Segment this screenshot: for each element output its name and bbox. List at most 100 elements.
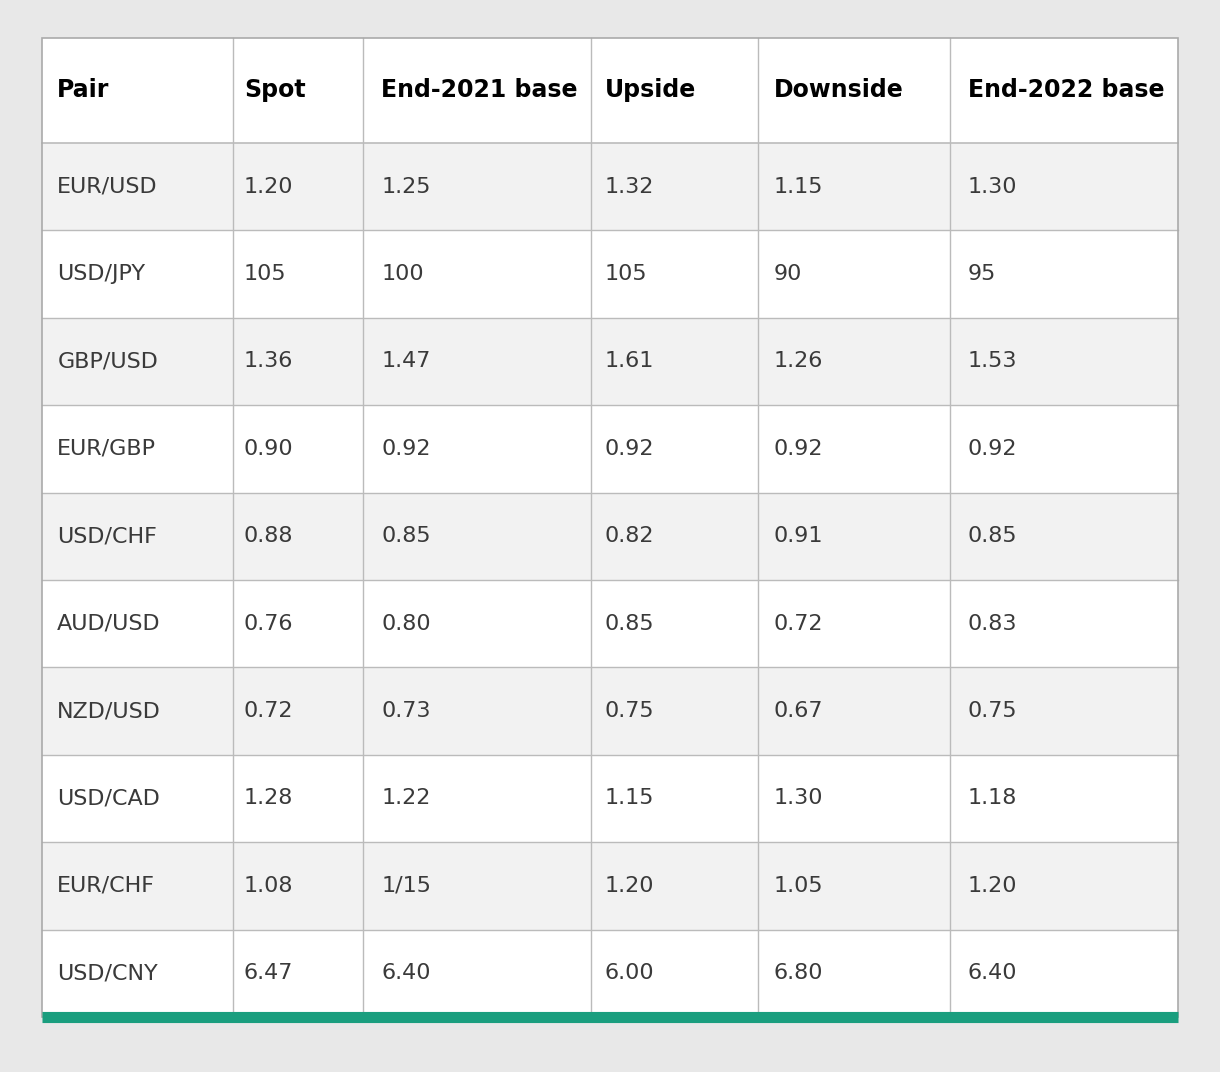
Bar [949, 580, 1179, 668]
Text: 0.83: 0.83 [967, 613, 1017, 634]
Bar [592, 755, 758, 843]
Text: 1.15: 1.15 [605, 789, 654, 808]
Text: 1.28: 1.28 [244, 789, 293, 808]
Bar [364, 143, 592, 230]
Text: 6.00: 6.00 [605, 964, 654, 983]
Text: 0.85: 0.85 [967, 526, 1017, 547]
Text: 0.67: 0.67 [773, 701, 824, 721]
Text: EUR/CHF: EUR/CHF [57, 876, 155, 896]
Bar [949, 843, 1179, 929]
Text: 1.30: 1.30 [967, 177, 1017, 196]
Text: 0.91: 0.91 [773, 526, 824, 547]
Text: 1.20: 1.20 [967, 876, 1017, 896]
Text: 0.92: 0.92 [605, 438, 654, 459]
Text: Pair: Pair [57, 78, 110, 103]
Text: USD/CHF: USD/CHF [57, 526, 157, 547]
Bar [592, 580, 758, 668]
Bar [949, 492, 1179, 580]
Text: AUD/USD: AUD/USD [57, 613, 161, 634]
Bar [758, 143, 949, 230]
Bar [364, 317, 592, 405]
Text: 1.25: 1.25 [382, 177, 431, 196]
Text: 0.73: 0.73 [382, 701, 431, 721]
Text: 1.61: 1.61 [605, 352, 654, 371]
Text: USD/CNY: USD/CNY [57, 964, 159, 983]
Text: End-2022 base: End-2022 base [967, 78, 1164, 103]
Bar [758, 405, 949, 492]
Bar [592, 843, 758, 929]
Bar [233, 143, 364, 230]
Text: Spot: Spot [244, 78, 305, 103]
Bar [41, 230, 233, 317]
Text: 100: 100 [382, 264, 423, 284]
Bar [364, 755, 592, 843]
Text: Upside: Upside [605, 78, 697, 103]
Text: Downside: Downside [773, 78, 903, 103]
Text: 95: 95 [967, 264, 997, 284]
Bar [758, 580, 949, 668]
Bar [364, 668, 592, 755]
Text: 1.47: 1.47 [382, 352, 431, 371]
Text: 0.88: 0.88 [244, 526, 293, 547]
Bar [949, 317, 1179, 405]
Bar [949, 755, 1179, 843]
Bar [233, 843, 364, 929]
Bar [233, 405, 364, 492]
Bar [41, 929, 233, 1017]
Text: GBP/USD: GBP/USD [57, 352, 159, 371]
Bar [949, 929, 1179, 1017]
Bar [233, 317, 364, 405]
Text: 0.85: 0.85 [382, 526, 431, 547]
Bar [364, 405, 592, 492]
Bar [41, 755, 233, 843]
Bar [41, 38, 1179, 143]
Text: 0.75: 0.75 [967, 701, 1017, 721]
Text: 1.32: 1.32 [605, 177, 654, 196]
Text: 0.72: 0.72 [773, 613, 824, 634]
Bar [233, 755, 364, 843]
Bar [41, 405, 233, 492]
Bar [592, 929, 758, 1017]
Text: 105: 105 [244, 264, 287, 284]
Text: 0.85: 0.85 [605, 613, 654, 634]
Bar [41, 580, 233, 668]
Bar [592, 405, 758, 492]
Text: USD/CAD: USD/CAD [57, 789, 160, 808]
Text: 105: 105 [605, 264, 648, 284]
Bar [364, 230, 592, 317]
Text: 1.22: 1.22 [382, 789, 431, 808]
Text: 6.80: 6.80 [773, 964, 824, 983]
Bar [949, 668, 1179, 755]
Text: End-2021 base: End-2021 base [382, 78, 578, 103]
Bar [41, 843, 233, 929]
Text: 90: 90 [773, 264, 802, 284]
Text: 0.92: 0.92 [773, 438, 824, 459]
Text: 1.18: 1.18 [967, 789, 1017, 808]
Bar [758, 843, 949, 929]
Bar [949, 230, 1179, 317]
Text: 1.15: 1.15 [773, 177, 824, 196]
Bar [758, 755, 949, 843]
Text: 1.20: 1.20 [605, 876, 654, 896]
Bar [41, 668, 233, 755]
Text: 0.92: 0.92 [382, 438, 431, 459]
Text: 1.20: 1.20 [244, 177, 293, 196]
Bar [758, 668, 949, 755]
Text: EUR/GBP: EUR/GBP [57, 438, 156, 459]
Text: 6.40: 6.40 [967, 964, 1017, 983]
Text: 0.76: 0.76 [244, 613, 293, 634]
Text: 6.40: 6.40 [382, 964, 431, 983]
Text: 0.72: 0.72 [244, 701, 293, 721]
Text: 1.36: 1.36 [244, 352, 293, 371]
Bar [592, 668, 758, 755]
Text: 0.92: 0.92 [967, 438, 1017, 459]
Text: 1.30: 1.30 [773, 789, 824, 808]
Bar [364, 929, 592, 1017]
Bar [592, 317, 758, 405]
Bar [592, 492, 758, 580]
Bar [758, 492, 949, 580]
Text: EUR/USD: EUR/USD [57, 177, 157, 196]
Bar [41, 317, 233, 405]
Text: NZD/USD: NZD/USD [57, 701, 161, 721]
Text: 1.53: 1.53 [967, 352, 1017, 371]
